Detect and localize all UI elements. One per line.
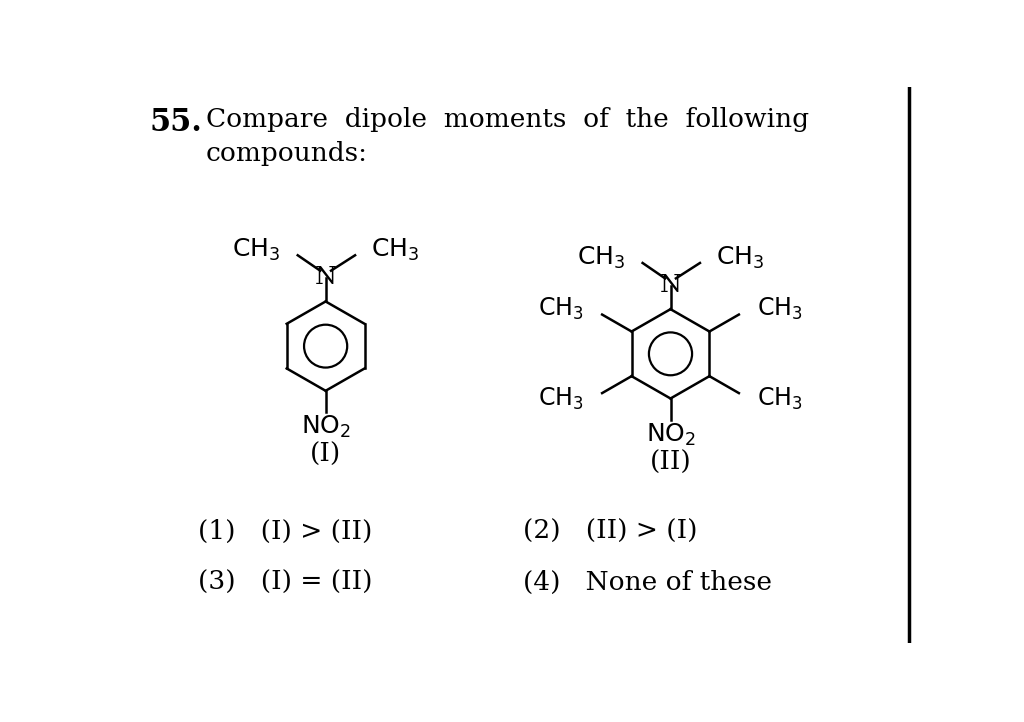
Text: (1)   (I) > (II): (1) (I) > (II) bbox=[198, 518, 372, 544]
Text: $\mathrm{CH_3}$: $\mathrm{CH_3}$ bbox=[577, 245, 625, 271]
Text: $\mathrm{NO_2}$: $\mathrm{NO_2}$ bbox=[301, 414, 350, 440]
Text: $\mathrm{CH_3}$: $\mathrm{CH_3}$ bbox=[231, 237, 280, 263]
Text: 55.: 55. bbox=[150, 108, 203, 139]
Text: (I): (I) bbox=[310, 442, 341, 467]
Text: $\mathrm{CH_3}$: $\mathrm{CH_3}$ bbox=[716, 245, 765, 271]
Text: (II): (II) bbox=[649, 450, 691, 475]
Text: $\mathrm{CH_3}$: $\mathrm{CH_3}$ bbox=[758, 386, 803, 412]
Text: $\mathrm{CH_3}$: $\mathrm{CH_3}$ bbox=[538, 386, 584, 412]
Text: (2)   (II) > (I): (2) (II) > (I) bbox=[523, 518, 697, 544]
Text: N: N bbox=[659, 274, 681, 297]
Text: (4)   None of these: (4) None of these bbox=[523, 570, 772, 595]
Text: $\mathrm{CH_3}$: $\mathrm{CH_3}$ bbox=[758, 296, 803, 322]
Text: N: N bbox=[314, 266, 337, 289]
Text: (3)   (I) = (II): (3) (I) = (II) bbox=[198, 570, 373, 595]
Text: $\mathrm{CH_3}$: $\mathrm{CH_3}$ bbox=[538, 296, 584, 322]
Text: $\mathrm{CH_3}$: $\mathrm{CH_3}$ bbox=[372, 237, 420, 263]
Text: Compare  dipole  moments  of  the  following: Compare dipole moments of the following bbox=[206, 108, 809, 132]
Text: compounds:: compounds: bbox=[206, 141, 368, 165]
Text: $\mathrm{NO_2}$: $\mathrm{NO_2}$ bbox=[645, 422, 695, 448]
